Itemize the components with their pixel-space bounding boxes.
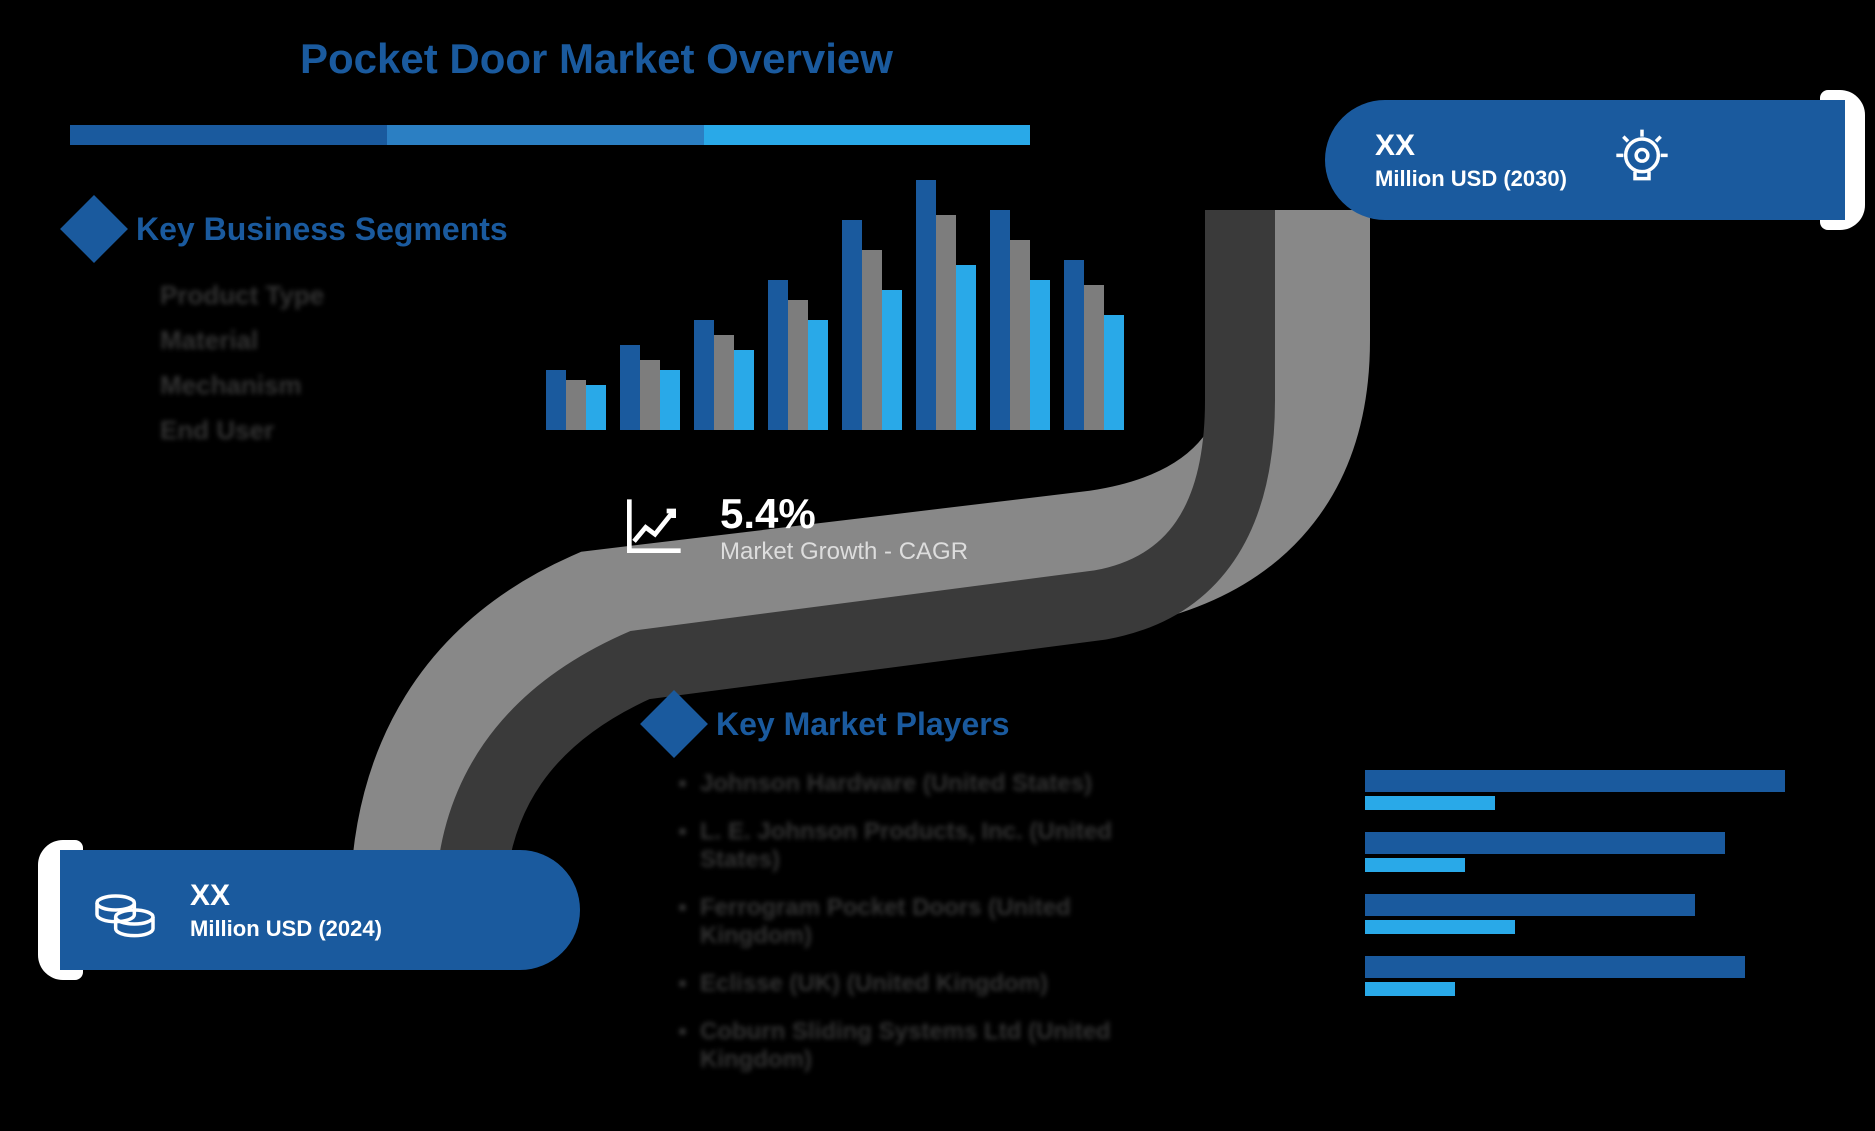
capsule-2024: XX Million USD (2024) — [60, 850, 580, 970]
players-list: Johnson Hardware (United States) L. E. J… — [700, 770, 1180, 1094]
cap-top-label: Million USD (2030) — [1375, 165, 1567, 194]
hbar-chart — [1365, 770, 1795, 1018]
growth-label: Market Growth - CAGR — [720, 538, 968, 566]
coins-icon — [90, 875, 160, 945]
growth-value: 5.4% — [720, 490, 968, 538]
players-header-text: Key Market Players — [716, 706, 1010, 743]
player-item: L. E. Johnson Products, Inc. (United Sta… — [700, 818, 1180, 874]
cap-bot-value: XX — [190, 879, 230, 912]
bar-chart — [620, 170, 1050, 430]
cap-bot-label: Million USD (2024) — [190, 915, 382, 944]
players-header: Key Market Players — [650, 700, 1010, 748]
player-item: Eclisse (UK) (United Kingdom) — [700, 970, 1180, 998]
player-item: Johnson Hardware (United States) — [700, 770, 1180, 798]
lightbulb-icon — [1607, 125, 1677, 195]
cap-top-value: XX — [1375, 129, 1415, 162]
diamond-icon — [640, 690, 708, 758]
growth-box: 5.4% Market Growth - CAGR — [620, 490, 968, 566]
chart-growth-icon — [620, 490, 690, 560]
player-item: Coburn Sliding Systems Ltd (United Kingd… — [700, 1018, 1180, 1074]
player-item: Ferrogram Pocket Doors (United Kingdom) — [700, 894, 1180, 950]
capsule-2030: XX Million USD (2030) — [1325, 100, 1845, 220]
